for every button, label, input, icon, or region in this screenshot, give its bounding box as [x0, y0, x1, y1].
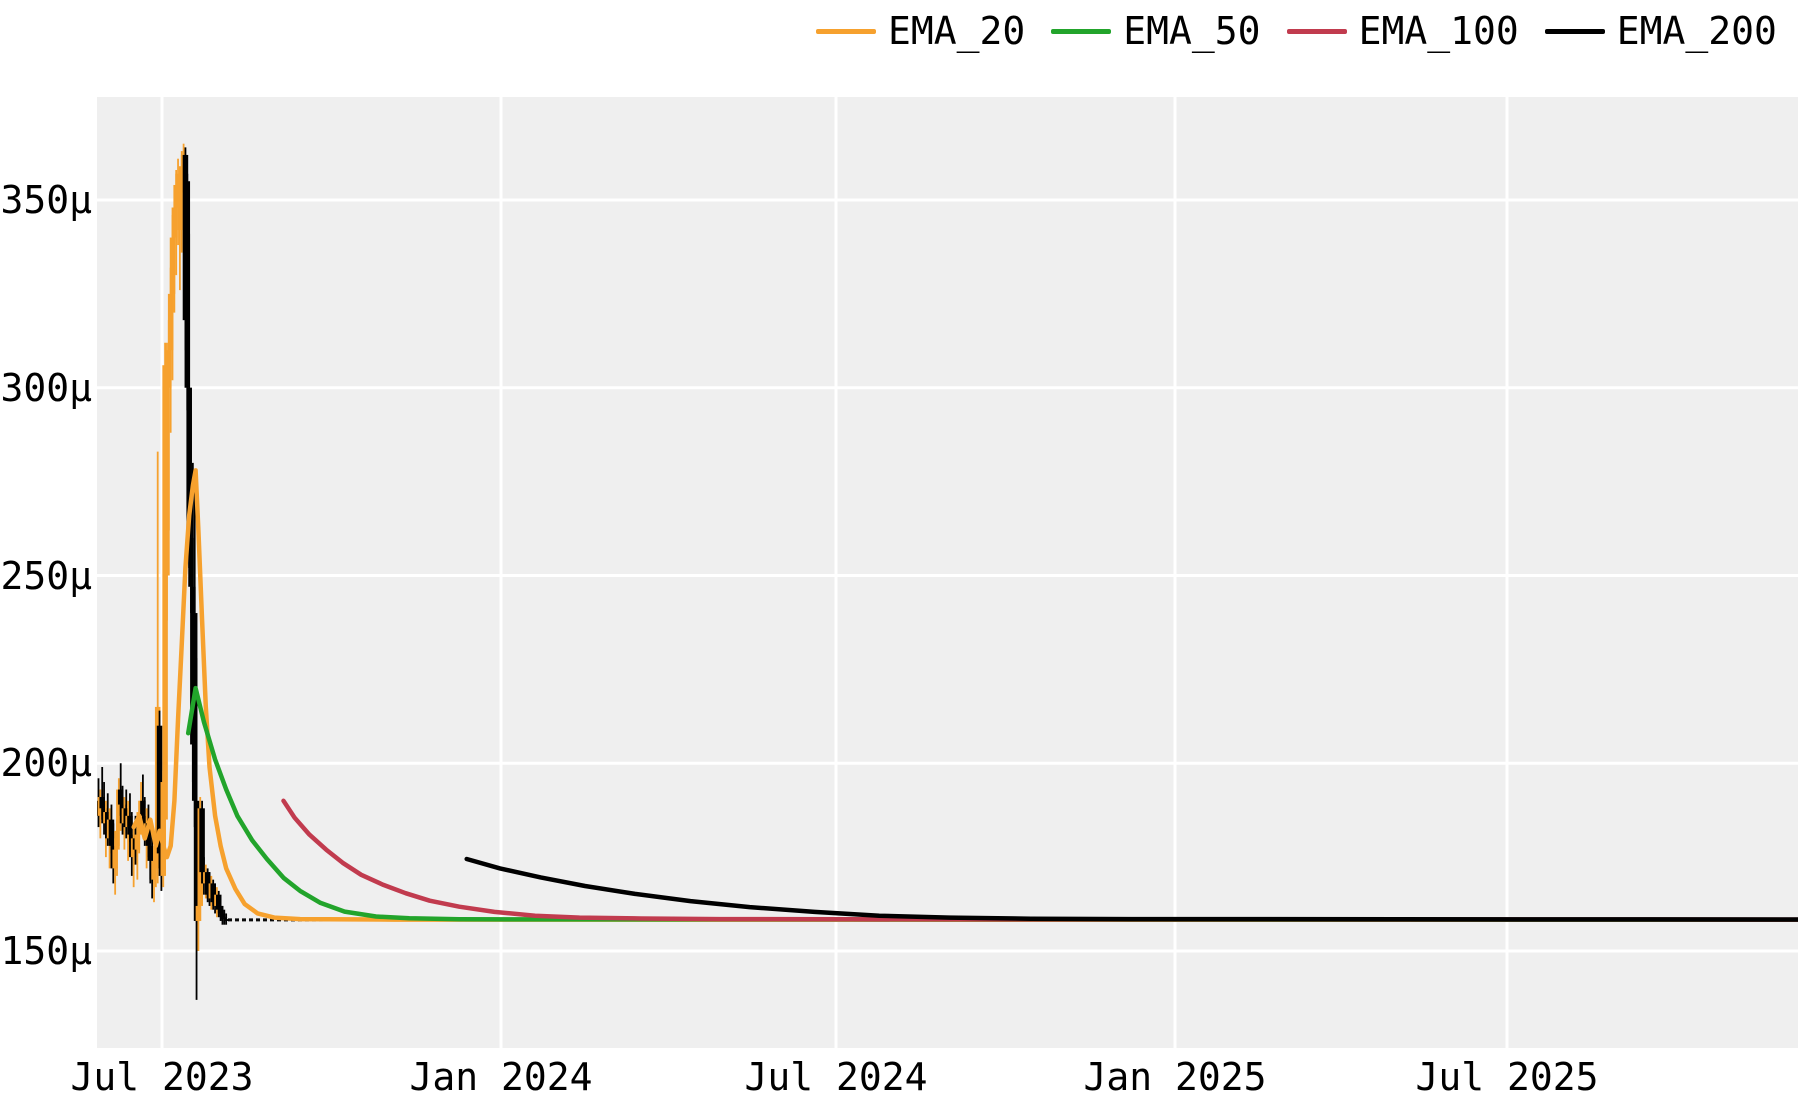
x-tick-label: Jan 2025 — [1083, 1055, 1267, 1099]
ema-line-ema_100 — [281, 798, 1798, 922]
legend-item-ema_20: EMA_20 — [816, 12, 1025, 50]
legend-item-ema_50: EMA_50 — [1051, 9, 1261, 53]
y-tick-label: 300µ — [0, 365, 92, 410]
legend-line-swatch — [1051, 28, 1112, 34]
ema-line-ema_20 — [131, 468, 1798, 923]
plot-content — [97, 143, 1798, 1000]
legend-item-ema_200: EMA_200 — [1544, 9, 1777, 53]
ema-line-ema_200 — [464, 856, 1798, 922]
legend-line-swatch — [1544, 28, 1605, 34]
legend-item-ema_100: EMA_100 — [1286, 9, 1519, 53]
chart-legend: EMA_20 EMA_50 EMA_100 EMA_200 — [816, 12, 1777, 50]
legend-line-swatch — [1286, 28, 1347, 34]
x-tick-label: Jul 2023 — [70, 1055, 254, 1099]
y-tick-label: 200µ — [0, 741, 92, 786]
y-tick-label: 150µ — [0, 929, 92, 973]
y-tick-label: 350µ — [0, 178, 92, 222]
legend-label: EMA_100 — [1358, 9, 1519, 53]
x-tick-label: Jul 2024 — [744, 1055, 928, 1099]
legend-line-swatch — [816, 28, 876, 34]
plot-background — [97, 97, 1798, 1048]
x-tick-label: Jul 2025 — [1415, 1055, 1599, 1099]
candlesticks — [97, 143, 229, 1000]
ema-line-ema_50 — [185, 685, 1798, 923]
x-tick-label: Jan 2024 — [409, 1055, 593, 1099]
gridlines — [97, 97, 1798, 1048]
legend-label: EMA_50 — [1123, 9, 1261, 53]
y-tick-label: 250µ — [0, 553, 92, 598]
legend-label: EMA_200 — [1616, 9, 1777, 53]
legend-label: EMA_20 — [888, 9, 1026, 53]
